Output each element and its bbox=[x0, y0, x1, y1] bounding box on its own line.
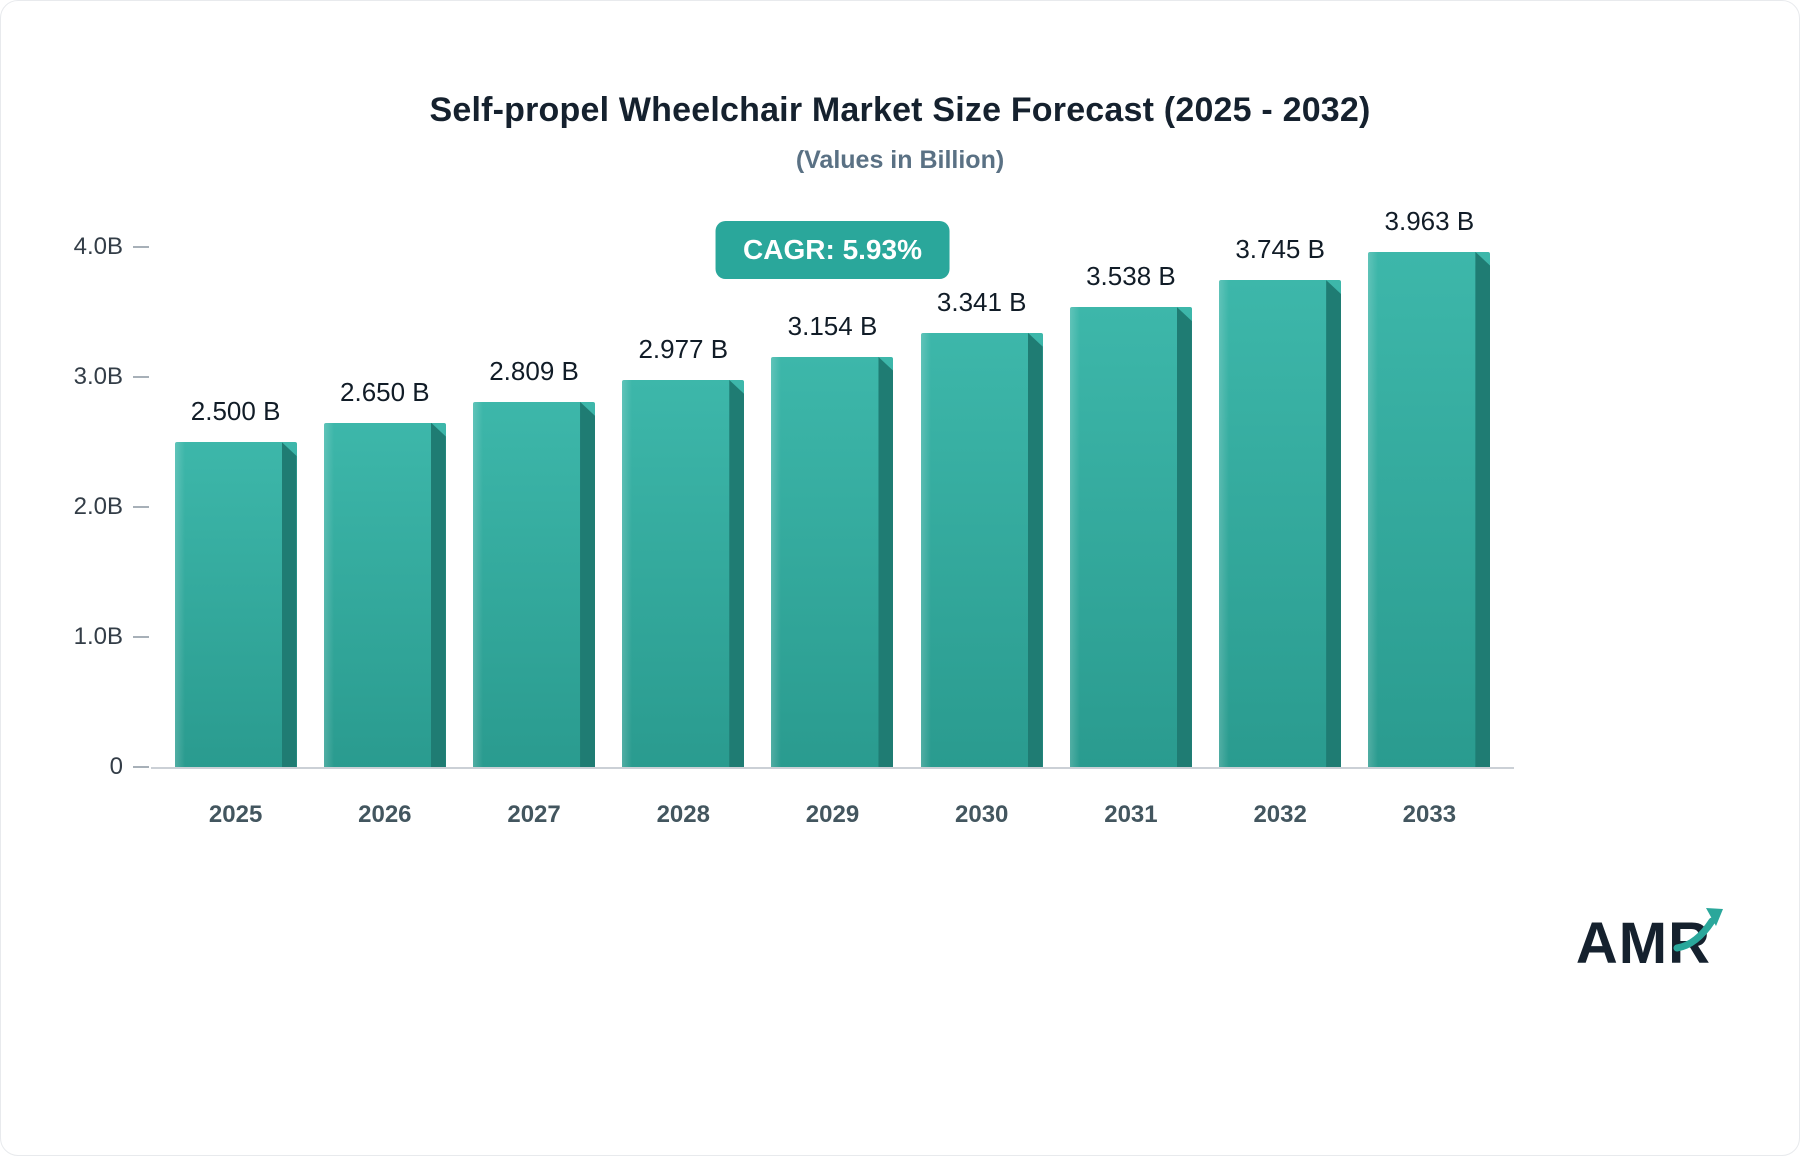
y-tick-mark bbox=[133, 636, 149, 638]
bar: 3.341 B 2030 bbox=[920, 287, 1043, 828]
plot-area: CAGR: 5.93% 2.500 B 2025 2.650 B 2026 2.809 … bbox=[151, 206, 1514, 828]
bar-value-label: 2.650 B bbox=[340, 376, 430, 407]
bar: 3.963 B 2033 bbox=[1368, 206, 1491, 828]
bar: 2.809 B 2027 bbox=[473, 356, 596, 828]
y-tick: 3.0B bbox=[74, 363, 149, 391]
y-axis: 0 1.0B 2.0B 3.0B 4.0B bbox=[56, 233, 151, 780]
chart-title: Self-propel Wheelchair Market Size Forec… bbox=[429, 91, 1371, 129]
y-tick: 0 bbox=[110, 753, 149, 781]
bar: 2.650 B 2026 bbox=[323, 377, 446, 828]
x-axis-label: 2026 bbox=[358, 801, 412, 828]
bar: 3.154 B 2029 bbox=[771, 311, 894, 828]
growth-arrow-icon bbox=[1673, 908, 1723, 952]
y-tick-mark bbox=[133, 246, 149, 248]
bar-value-label: 3.341 B bbox=[936, 286, 1027, 317]
bar-value-label: 2.977 B bbox=[638, 334, 729, 364]
cagr-badge: CAGR: 5.93% bbox=[715, 221, 950, 279]
bar: 2.500 B 2025 bbox=[174, 396, 297, 828]
bar: 2.977 B 2028 bbox=[622, 334, 745, 828]
y-tick-mark bbox=[133, 506, 149, 508]
bar-value-label: 3.745 B bbox=[1235, 234, 1325, 265]
bar-value-label: 3.154 B bbox=[787, 310, 878, 341]
y-tick: 2.0B bbox=[74, 493, 149, 521]
y-tick-label: 0 bbox=[109, 753, 123, 780]
y-tick: 1.0B bbox=[74, 623, 149, 651]
x-axis-label: 2032 bbox=[1253, 801, 1307, 828]
x-axis-label: 2030 bbox=[955, 801, 1009, 828]
x-axis-label: 2025 bbox=[208, 801, 263, 828]
x-axis-label: 2027 bbox=[507, 801, 561, 828]
bar-value-label: 3.538 B bbox=[1086, 261, 1176, 292]
bar: 3.538 B 2031 bbox=[1069, 261, 1192, 828]
y-tick-mark bbox=[133, 376, 149, 378]
amr-logo: AMR bbox=[1576, 908, 1723, 977]
x-axis-label: 2028 bbox=[656, 801, 710, 828]
x-axis-label: 2031 bbox=[1104, 801, 1158, 828]
x-axis-label: 2033 bbox=[1402, 801, 1457, 828]
chart-subtitle: (Values in Billion) bbox=[795, 146, 1005, 174]
y-tick-label: 1.0B bbox=[73, 623, 123, 650]
y-tick-mark bbox=[133, 766, 149, 768]
y-tick-label: 3.0B bbox=[73, 363, 123, 390]
bar-value-label: 3.963 B bbox=[1384, 205, 1475, 236]
y-tick-label: 2.0B bbox=[73, 493, 123, 520]
bar: 3.745 B 2032 bbox=[1219, 234, 1342, 828]
chart-region: 0 1.0B 2.0B 3.0B 4.0B CAGR: 5.93% 2.500 B 202… bbox=[56, 206, 1514, 828]
bar-value-label: 2.809 B bbox=[489, 355, 579, 386]
bar-value-label: 2.500 B bbox=[190, 396, 281, 426]
y-tick-label: 4.0B bbox=[73, 233, 123, 260]
y-tick: 4.0B bbox=[74, 233, 149, 261]
x-axis-label: 2029 bbox=[805, 801, 860, 828]
